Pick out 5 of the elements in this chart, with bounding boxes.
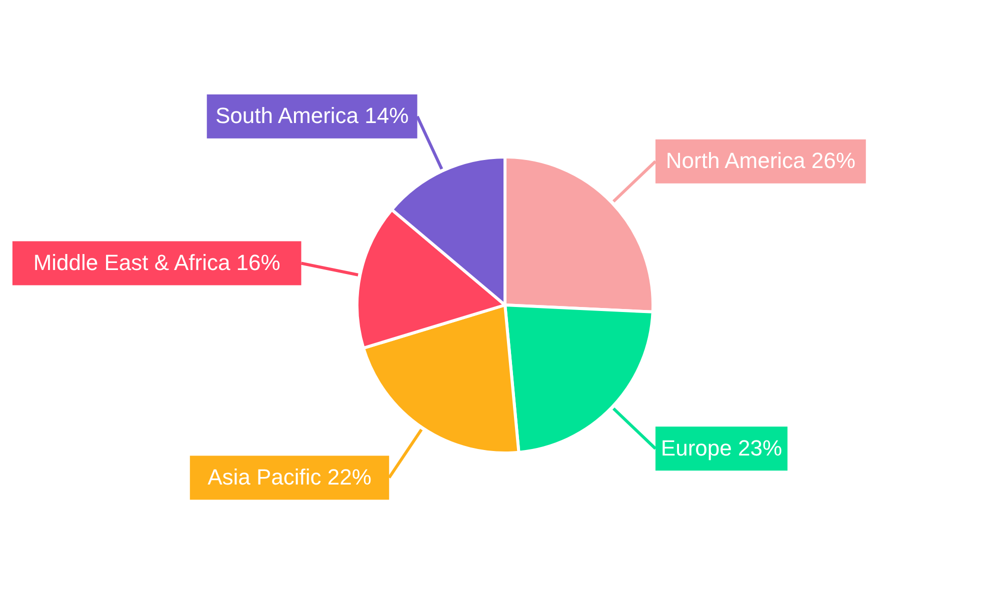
slice-label: Europe 23% — [660, 435, 782, 460]
slice-label: Middle East & Africa 16% — [33, 250, 280, 276]
slice-label: South America 14% — [215, 103, 409, 128]
slice-label: North America 26% — [666, 148, 856, 174]
slice-label: Asia Pacific 22% — [208, 464, 372, 490]
